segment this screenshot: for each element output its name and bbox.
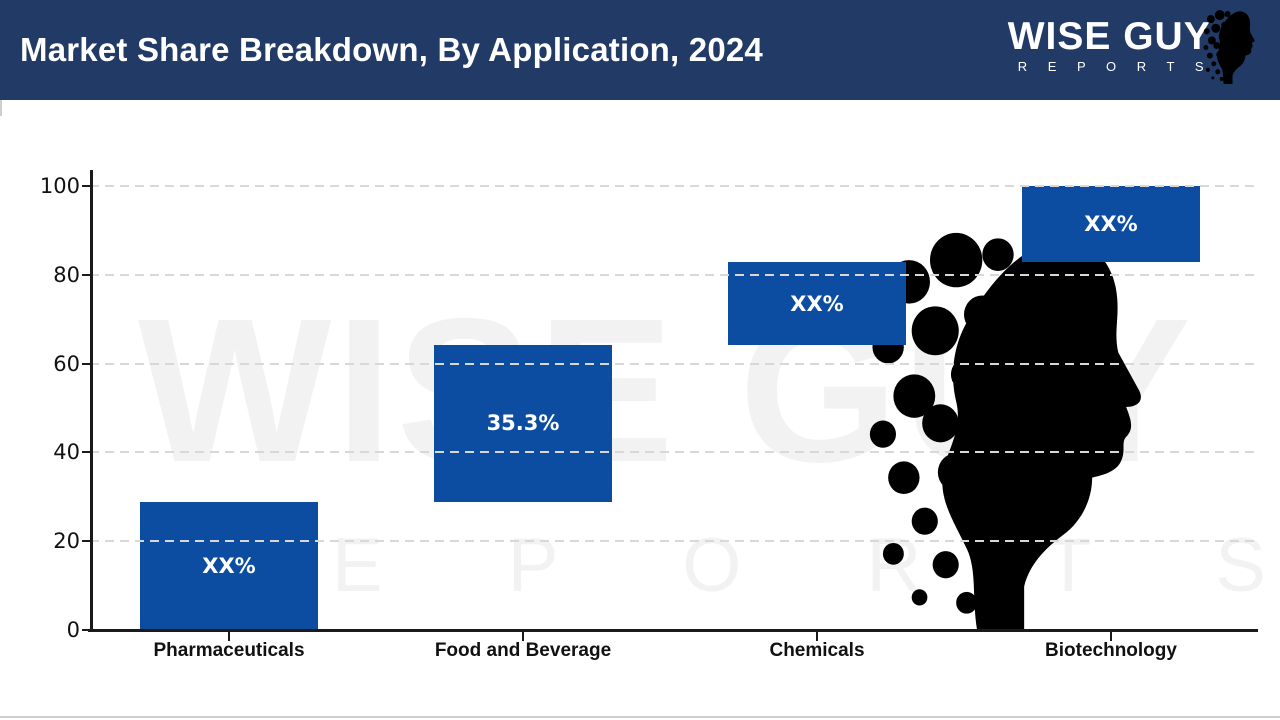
y-tick-label: 80 [53, 262, 80, 287]
bar-pharmaceuticals: XX% [140, 501, 318, 630]
bar-value-label: XX% [1084, 212, 1138, 237]
header: Market Share Breakdown, By Application, … [0, 0, 1280, 100]
y-tick-label: 20 [53, 529, 80, 554]
gridline-40 [90, 451, 1258, 454]
x-axis-spine [88, 629, 1258, 632]
bar-value-label: XX% [790, 291, 844, 316]
logo-wordmark: WISE GUY [1007, 14, 1211, 58]
y-axis-tick [82, 273, 90, 276]
x-axis-tick [228, 632, 230, 641]
y-tick-label: 100 [39, 174, 80, 198]
x-axis-tick [522, 632, 524, 641]
bar-food-and-beverage: 35.3% [434, 344, 612, 502]
frame-left-edge [0, 100, 2, 116]
logo-head-icon [1203, 10, 1255, 84]
y-axis-tick [82, 185, 90, 187]
watermark-head-icon [869, 232, 1141, 630]
y-axis-tick [82, 540, 90, 543]
gridline-100 [90, 185, 1258, 187]
y-axis-tick [82, 362, 90, 365]
y-tick-label: 40 [53, 440, 80, 465]
y-axis-tick [82, 629, 90, 631]
logo-subtitle: R E P O R T S [1017, 58, 1212, 74]
x-axis-tick [1110, 632, 1112, 641]
watermark-subtitle: R E P O R T S [152, 523, 1280, 608]
bar-biotechnology: XX% [1022, 186, 1200, 263]
x-axis-tick [816, 632, 818, 641]
frame-bottom-edge [0, 716, 1280, 718]
bar-chemicals: XX% [728, 262, 906, 345]
logo-text: WISE GUY R E P O R T S [1008, 17, 1212, 74]
chart-title: Market Share Breakdown, By Application, … [20, 31, 763, 68]
gridline-80 [90, 273, 1258, 276]
x-category-label: Food and Beverage [434, 640, 612, 661]
gridline-20 [90, 540, 1258, 543]
y-tick-label: 0 [66, 618, 80, 642]
y-axis-spine [90, 170, 93, 632]
x-category-label: Pharmaceuticals [153, 640, 305, 661]
bar-value-label: 35.3% [486, 411, 560, 436]
x-category-label: Biotechnology [1045, 640, 1177, 661]
gridline-60 [90, 362, 1258, 365]
wise-guy-logo: WISE GUY R E P O R T S [1008, 6, 1266, 84]
bar-value-label: XX% [202, 553, 256, 578]
x-category-label: Chemicals [769, 640, 865, 661]
y-axis-tick [82, 451, 90, 454]
y-tick-label: 60 [53, 351, 80, 376]
